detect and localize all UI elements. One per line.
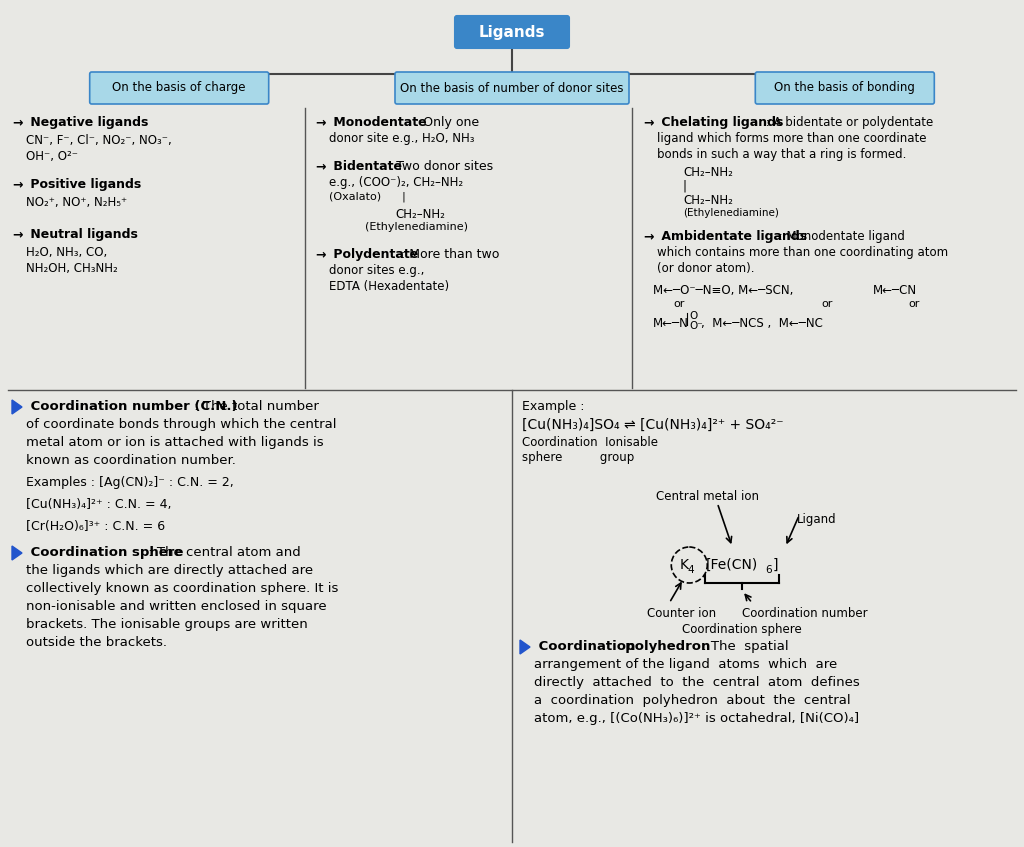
Text: CH₂–NH₂: CH₂–NH₂ — [683, 194, 733, 207]
Text: a  coordination  polyhedron  about  the  central: a coordination polyhedron about the cent… — [534, 694, 851, 707]
Text: atom, e.g., [(Co(NH₃)₆)]²⁺ is octahedral, [Ni(CO)₄]: atom, e.g., [(Co(NH₃)₆)]²⁺ is octahedral… — [534, 712, 859, 725]
Text: or: or — [673, 299, 684, 309]
Text: →: → — [12, 178, 23, 191]
Text: On the basis of charge: On the basis of charge — [113, 81, 246, 95]
FancyBboxPatch shape — [90, 72, 268, 104]
Text: (Ethylenediamine): (Ethylenediamine) — [683, 208, 779, 218]
Text: →: → — [643, 230, 653, 243]
Text: →: → — [315, 116, 326, 129]
Text: Example :: Example : — [522, 400, 585, 413]
Text: M←─CN: M←─CN — [873, 284, 918, 297]
Text: arrangement of the ligand  atoms  which  are: arrangement of the ligand atoms which ar… — [534, 658, 838, 671]
Text: →: → — [315, 248, 326, 261]
Text: : Two donor sites: : Two donor sites — [384, 160, 494, 173]
Text: |: | — [683, 180, 687, 193]
Text: or: or — [821, 299, 833, 309]
Text: 4: 4 — [687, 565, 694, 575]
Text: (Oxalato)      |: (Oxalato) | — [329, 192, 406, 202]
Text: Monodentate: Monodentate — [329, 116, 427, 129]
Text: : Monodentate ligand: : Monodentate ligand — [775, 230, 905, 243]
Text: donor site e.g., H₂O, NH₃: donor site e.g., H₂O, NH₃ — [329, 132, 474, 145]
Text: of coordinate bonds through which the central: of coordinate bonds through which the ce… — [26, 418, 337, 431]
Text: →: → — [315, 160, 326, 173]
Text: Negative ligands: Negative ligands — [26, 116, 148, 129]
Text: Coordination  Ionisable: Coordination Ionisable — [522, 436, 658, 449]
Text: non-ionisable and written enclosed in square: non-ionisable and written enclosed in sq… — [26, 600, 327, 613]
Text: Coordination number: Coordination number — [742, 607, 868, 620]
Text: →: → — [12, 116, 23, 129]
Text: : A bidentate or polydentate: : A bidentate or polydentate — [762, 116, 933, 129]
Text: Ambidentate ligands: Ambidentate ligands — [657, 230, 807, 243]
Text: NO₂⁺, NO⁺, N₂H₅⁺: NO₂⁺, NO⁺, N₂H₅⁺ — [26, 196, 127, 209]
Text: collectively known as coordination sphere. It is: collectively known as coordination spher… — [26, 582, 338, 595]
Text: NH₂OH, CH₃NH₂: NH₂OH, CH₃NH₂ — [26, 262, 118, 275]
Text: →: → — [643, 116, 653, 129]
Text: On the basis of bonding: On the basis of bonding — [774, 81, 915, 95]
Text: CH₂–NH₂: CH₂–NH₂ — [395, 208, 444, 221]
Text: ]: ] — [772, 558, 778, 572]
Text: CH₂–NH₂: CH₂–NH₂ — [683, 166, 733, 179]
Text: CN⁻, F⁻, Cl⁻, NO₂⁻, NO₃⁻,: CN⁻, F⁻, Cl⁻, NO₂⁻, NO₃⁻, — [26, 134, 172, 147]
Text: On the basis of number of donor sites: On the basis of number of donor sites — [400, 81, 624, 95]
Text: EDTA (Hexadentate): EDTA (Hexadentate) — [329, 280, 450, 293]
Text: directly  attached  to  the  central  atom  defines: directly attached to the central atom de… — [534, 676, 860, 689]
FancyBboxPatch shape — [756, 72, 934, 104]
Polygon shape — [520, 640, 530, 654]
Polygon shape — [12, 400, 22, 414]
Text: Coordination sphere: Coordination sphere — [26, 546, 183, 559]
Text: Ligands: Ligands — [479, 25, 545, 40]
Text: Chelating ligands: Chelating ligands — [657, 116, 783, 129]
Text: or: or — [908, 299, 920, 309]
Text: Coordination number (C.N.): Coordination number (C.N.) — [26, 400, 238, 413]
Text: which contains more than one coordinating atom: which contains more than one coordinatin… — [657, 246, 948, 259]
Text: e.g., (COO⁻)₂, CH₂–NH₂: e.g., (COO⁻)₂, CH₂–NH₂ — [329, 176, 463, 189]
Text: Bidentate: Bidentate — [329, 160, 402, 173]
Text: (Ethylenediamine): (Ethylenediamine) — [365, 222, 468, 232]
Text: outside the brackets.: outside the brackets. — [26, 636, 167, 649]
Text: Examples : [Ag(CN)₂]⁻ : C.N. = 2,: Examples : [Ag(CN)₂]⁻ : C.N. = 2, — [26, 476, 233, 489]
Text: polyhedron: polyhedron — [616, 640, 711, 653]
Text: : The  spatial: : The spatial — [698, 640, 788, 653]
Text: Counter ion: Counter ion — [647, 607, 717, 620]
Text: K: K — [679, 558, 688, 572]
Text: O: O — [689, 311, 697, 321]
Text: [Cu(NH₃)₄]²⁺ : C.N. = 4,: [Cu(NH₃)₄]²⁺ : C.N. = 4, — [26, 498, 171, 511]
FancyBboxPatch shape — [455, 16, 569, 48]
Text: Polydentate: Polydentate — [329, 248, 418, 261]
Text: O⁻: O⁻ — [689, 321, 702, 331]
Text: Central metal ion: Central metal ion — [655, 490, 759, 503]
Text: : Only one: : Only one — [411, 116, 479, 129]
Text: →: → — [12, 228, 23, 241]
Polygon shape — [12, 546, 22, 560]
Text: [Cu(NH₃)₄]SO₄ ⇌ [Cu(NH₃)₄]²⁺ + SO₄²⁻: [Cu(NH₃)₄]SO₄ ⇌ [Cu(NH₃)₄]²⁺ + SO₄²⁻ — [522, 418, 783, 432]
Text: brackets. The ionisable groups are written: brackets. The ionisable groups are writt… — [26, 618, 308, 631]
Text: [Cr(H₂O)₆]³⁺ : C.N. = 6: [Cr(H₂O)₆]³⁺ : C.N. = 6 — [26, 520, 165, 533]
Text: OH⁻, O²⁻: OH⁻, O²⁻ — [26, 150, 78, 163]
Text: Ligand: Ligand — [798, 513, 837, 526]
Text: Coordination sphere: Coordination sphere — [682, 623, 802, 636]
Text: M←─O⁻─N≡O, M←─SCN,: M←─O⁻─N≡O, M←─SCN, — [653, 284, 794, 297]
FancyBboxPatch shape — [395, 72, 629, 104]
Text: [Fe(CN): [Fe(CN) — [706, 558, 758, 572]
Text: 6: 6 — [765, 565, 772, 575]
Text: metal atom or ion is attached with ligands is: metal atom or ion is attached with ligan… — [26, 436, 324, 449]
Text: H₂O, NH₃, CO,: H₂O, NH₃, CO, — [26, 246, 108, 259]
Text: Neutral ligands: Neutral ligands — [26, 228, 138, 241]
Text: : More than two: : More than two — [397, 248, 500, 261]
Text: Coordination: Coordination — [534, 640, 635, 653]
Text: : The total number: : The total number — [190, 400, 318, 413]
Text: ligand which forms more than one coordinate: ligand which forms more than one coordin… — [657, 132, 927, 145]
Text: (or donor atom).: (or donor atom). — [657, 262, 755, 275]
Text: M←─N: M←─N — [653, 317, 689, 330]
Text: sphere          group: sphere group — [522, 451, 634, 464]
Text: Positive ligands: Positive ligands — [26, 178, 141, 191]
Text: : The central atom and: : The central atom and — [144, 546, 301, 559]
Text: donor sites e.g.,: donor sites e.g., — [329, 264, 424, 277]
Text: ,  M←─NCS ,  M←─NC: , M←─NCS , M←─NC — [701, 317, 823, 330]
Text: the ligands which are directly attached are: the ligands which are directly attached … — [26, 564, 313, 577]
Text: known as coordination number.: known as coordination number. — [26, 454, 236, 467]
Text: bonds in such a way that a ring is formed.: bonds in such a way that a ring is forme… — [657, 148, 906, 161]
